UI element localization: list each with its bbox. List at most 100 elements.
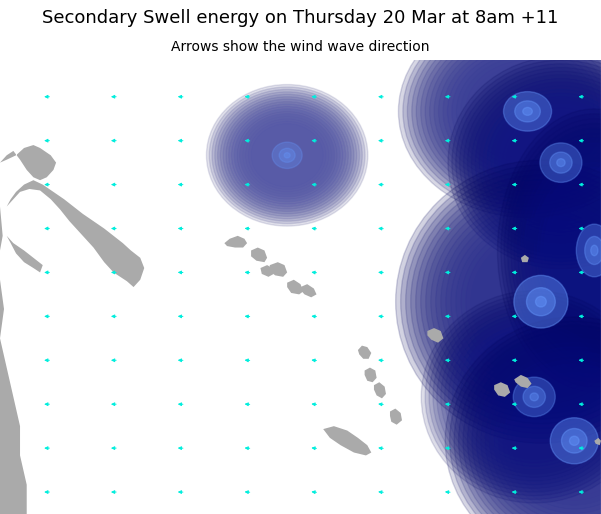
Ellipse shape [530, 393, 538, 401]
Ellipse shape [498, 109, 601, 392]
Ellipse shape [212, 89, 362, 221]
Ellipse shape [421, 185, 601, 419]
Ellipse shape [585, 236, 601, 265]
Polygon shape [323, 426, 371, 455]
Ellipse shape [472, 343, 601, 514]
Ellipse shape [425, 295, 601, 500]
Ellipse shape [231, 106, 343, 204]
Ellipse shape [491, 97, 601, 229]
Ellipse shape [430, 31, 601, 192]
Ellipse shape [209, 87, 365, 224]
Ellipse shape [410, 175, 601, 429]
Ellipse shape [451, 214, 601, 390]
Polygon shape [594, 438, 601, 445]
Ellipse shape [456, 219, 601, 384]
Polygon shape [224, 236, 247, 248]
Ellipse shape [504, 119, 601, 382]
Polygon shape [270, 262, 287, 277]
Ellipse shape [494, 364, 601, 514]
Polygon shape [0, 133, 26, 514]
Polygon shape [7, 236, 43, 272]
Ellipse shape [434, 34, 601, 188]
Ellipse shape [398, 5, 601, 217]
Ellipse shape [521, 143, 601, 358]
Polygon shape [260, 265, 274, 277]
Ellipse shape [416, 20, 601, 203]
Ellipse shape [523, 387, 546, 408]
Ellipse shape [513, 377, 555, 417]
Ellipse shape [511, 128, 601, 373]
Ellipse shape [431, 194, 601, 409]
Ellipse shape [591, 245, 598, 256]
Text: Arrows show the wind wave direction: Arrows show the wind wave direction [171, 40, 430, 54]
Ellipse shape [436, 199, 601, 404]
Ellipse shape [517, 138, 601, 363]
Polygon shape [251, 248, 267, 262]
Ellipse shape [477, 347, 601, 514]
Ellipse shape [226, 102, 349, 209]
Polygon shape [0, 180, 144, 287]
Ellipse shape [416, 180, 601, 424]
Ellipse shape [526, 288, 555, 316]
Ellipse shape [429, 298, 601, 495]
Ellipse shape [407, 12, 601, 210]
Ellipse shape [448, 57, 601, 269]
Ellipse shape [551, 418, 599, 464]
Ellipse shape [514, 276, 568, 328]
Polygon shape [521, 255, 529, 262]
Ellipse shape [463, 334, 601, 514]
Ellipse shape [456, 64, 601, 262]
Ellipse shape [447, 46, 601, 177]
Ellipse shape [284, 153, 290, 158]
Polygon shape [287, 280, 303, 295]
Polygon shape [374, 382, 386, 398]
Ellipse shape [229, 104, 346, 207]
Ellipse shape [561, 429, 587, 453]
Ellipse shape [528, 153, 601, 348]
Polygon shape [514, 375, 531, 388]
Ellipse shape [524, 148, 601, 353]
Ellipse shape [535, 297, 546, 307]
Ellipse shape [570, 436, 579, 446]
Ellipse shape [441, 309, 601, 485]
Ellipse shape [456, 324, 601, 470]
Ellipse shape [475, 82, 601, 243]
Ellipse shape [406, 170, 601, 433]
Polygon shape [494, 382, 510, 397]
Polygon shape [358, 345, 371, 359]
Ellipse shape [412, 16, 601, 207]
Ellipse shape [504, 91, 552, 131]
Ellipse shape [445, 317, 601, 514]
Ellipse shape [471, 79, 601, 247]
Ellipse shape [487, 93, 601, 232]
Ellipse shape [540, 143, 582, 182]
Ellipse shape [531, 158, 601, 343]
Polygon shape [390, 409, 402, 425]
Ellipse shape [215, 92, 359, 219]
Ellipse shape [426, 190, 601, 414]
Text: Secondary Swell energy on Thursday 20 Mar at 8am +11: Secondary Swell energy on Thursday 20 Ma… [42, 9, 559, 27]
Ellipse shape [437, 305, 601, 488]
Ellipse shape [507, 123, 601, 377]
Ellipse shape [223, 99, 351, 211]
Ellipse shape [534, 162, 601, 338]
Ellipse shape [501, 114, 601, 387]
Ellipse shape [448, 316, 601, 478]
Ellipse shape [514, 101, 540, 122]
Ellipse shape [481, 351, 601, 514]
Polygon shape [300, 284, 317, 297]
Ellipse shape [485, 355, 601, 514]
Ellipse shape [425, 27, 601, 195]
Ellipse shape [460, 327, 601, 466]
Ellipse shape [460, 67, 601, 258]
Ellipse shape [279, 148, 295, 162]
Polygon shape [0, 145, 56, 180]
Ellipse shape [490, 360, 601, 514]
Ellipse shape [463, 71, 601, 254]
Ellipse shape [468, 338, 601, 514]
Ellipse shape [514, 133, 601, 368]
Polygon shape [365, 368, 377, 382]
Ellipse shape [403, 9, 601, 214]
Ellipse shape [221, 97, 354, 214]
Ellipse shape [450, 321, 601, 514]
